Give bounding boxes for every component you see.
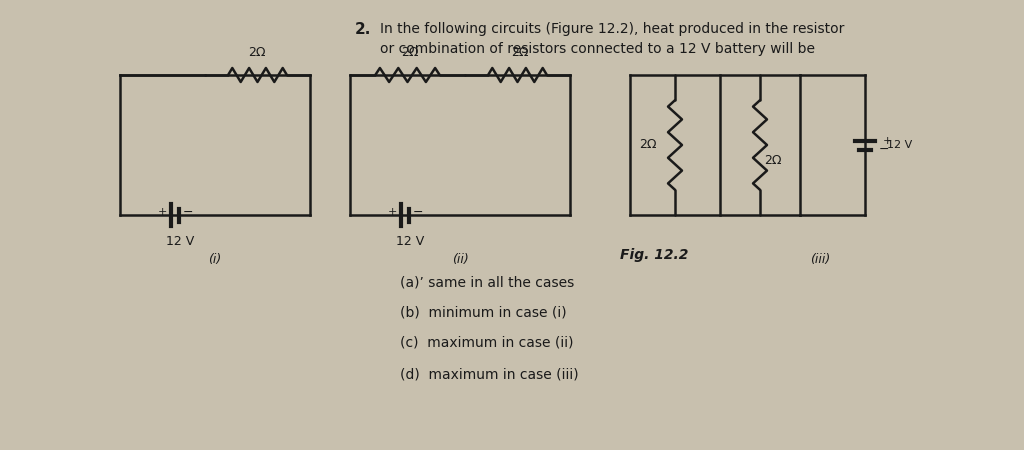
- Text: 2Ω: 2Ω: [248, 46, 266, 59]
- Text: 2Ω: 2Ω: [511, 46, 528, 59]
- Text: +: +: [883, 135, 892, 145]
- Text: Fig. 12.2: Fig. 12.2: [620, 248, 688, 262]
- Text: (iii): (iii): [810, 253, 830, 266]
- Text: 2Ω: 2Ω: [640, 139, 657, 152]
- Text: +: +: [387, 207, 396, 217]
- Text: −: −: [413, 206, 423, 219]
- Text: 2.: 2.: [355, 22, 372, 37]
- Text: In the following circuits (Figure 12.2), heat produced in the resistor: In the following circuits (Figure 12.2),…: [380, 22, 845, 36]
- Text: 12 V: 12 V: [166, 235, 195, 248]
- Text: 12 V: 12 V: [887, 140, 912, 150]
- Text: 2Ω: 2Ω: [764, 153, 781, 166]
- Text: (c)  maximum in case (ii): (c) maximum in case (ii): [400, 335, 573, 349]
- Text: 2Ω: 2Ω: [401, 46, 419, 59]
- Text: (d)  maximum in case (iii): (d) maximum in case (iii): [400, 368, 579, 382]
- Text: (i): (i): [208, 253, 221, 266]
- Text: (a)’ same in all the cases: (a)’ same in all the cases: [400, 275, 574, 289]
- Text: 12 V: 12 V: [396, 235, 424, 248]
- Text: (b)  minimum in case (i): (b) minimum in case (i): [400, 305, 566, 319]
- Text: −: −: [182, 206, 194, 219]
- Text: (ii): (ii): [452, 253, 468, 266]
- Text: +: +: [158, 207, 167, 217]
- Text: −: −: [879, 143, 890, 156]
- Text: or combination of resistors connected to a 12 V battery will be: or combination of resistors connected to…: [380, 42, 815, 56]
